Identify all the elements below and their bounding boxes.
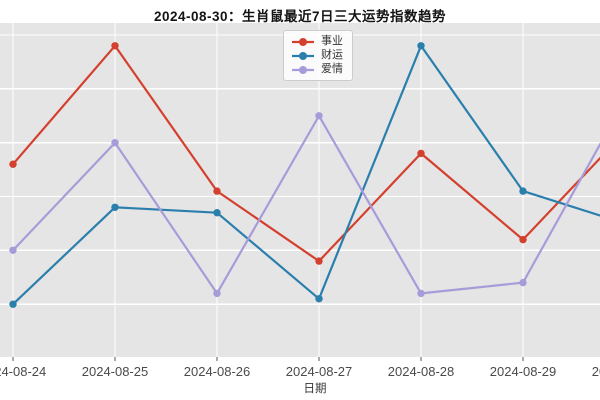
- data-point: [519, 235, 527, 244]
- data-point: [111, 203, 119, 211]
- legend-item-love: 爱情: [291, 63, 343, 76]
- legend-marker-love: [292, 65, 314, 74]
- data-point: [417, 289, 425, 298]
- x-axis-title: 日期: [303, 383, 327, 395]
- legend-marker-wealth: [292, 51, 314, 60]
- series-markers-career: [9, 42, 527, 265]
- legend-label: 爱情: [321, 63, 343, 75]
- legend-marker-career: [292, 37, 314, 46]
- x-tick-label: 2024-08-24: [0, 364, 47, 379]
- data-point: [213, 209, 221, 217]
- legend-label: 财运: [321, 49, 343, 61]
- x-tick-label: 2024-08-26: [183, 364, 251, 379]
- data-point: [111, 139, 119, 147]
- series-markers-wealth: [9, 42, 527, 308]
- x-tick-label: 2024-08-30: [591, 364, 600, 379]
- x-tick-marks: [12, 357, 524, 361]
- legend-item-career: 事业: [291, 35, 343, 48]
- data-point: [213, 289, 221, 298]
- x-tick-label: 2024-08-29: [489, 364, 557, 379]
- legend-item-wealth: 财运: [291, 49, 343, 62]
- data-point: [519, 278, 527, 287]
- data-point: [9, 300, 17, 308]
- x-tick-label: 2024-08-28: [387, 364, 455, 379]
- x-tick-label: 2024-08-25: [81, 364, 149, 379]
- data-point: [213, 187, 221, 195]
- data-point: [111, 42, 119, 50]
- data-point: [315, 112, 323, 120]
- data-point: [9, 160, 17, 168]
- x-tick-label: 2024-08-27: [285, 364, 353, 379]
- data-point: [519, 187, 527, 195]
- chart-title: 2024-08-30：生肖鼠最近7日三大运势指数趋势: [153, 9, 447, 24]
- data-point: [417, 149, 425, 158]
- data-point: [315, 295, 323, 303]
- data-point: [417, 42, 425, 50]
- data-point: [9, 246, 17, 254]
- data-point: [315, 257, 323, 265]
- legend: 事业 财运 爱情: [283, 30, 353, 81]
- series-markers-love: [9, 112, 527, 298]
- legend-label: 事业: [321, 35, 343, 47]
- x-axis-labels: 2024-08-24 2024-08-25 2024-08-26 2024-08-27…: [0, 364, 600, 380]
